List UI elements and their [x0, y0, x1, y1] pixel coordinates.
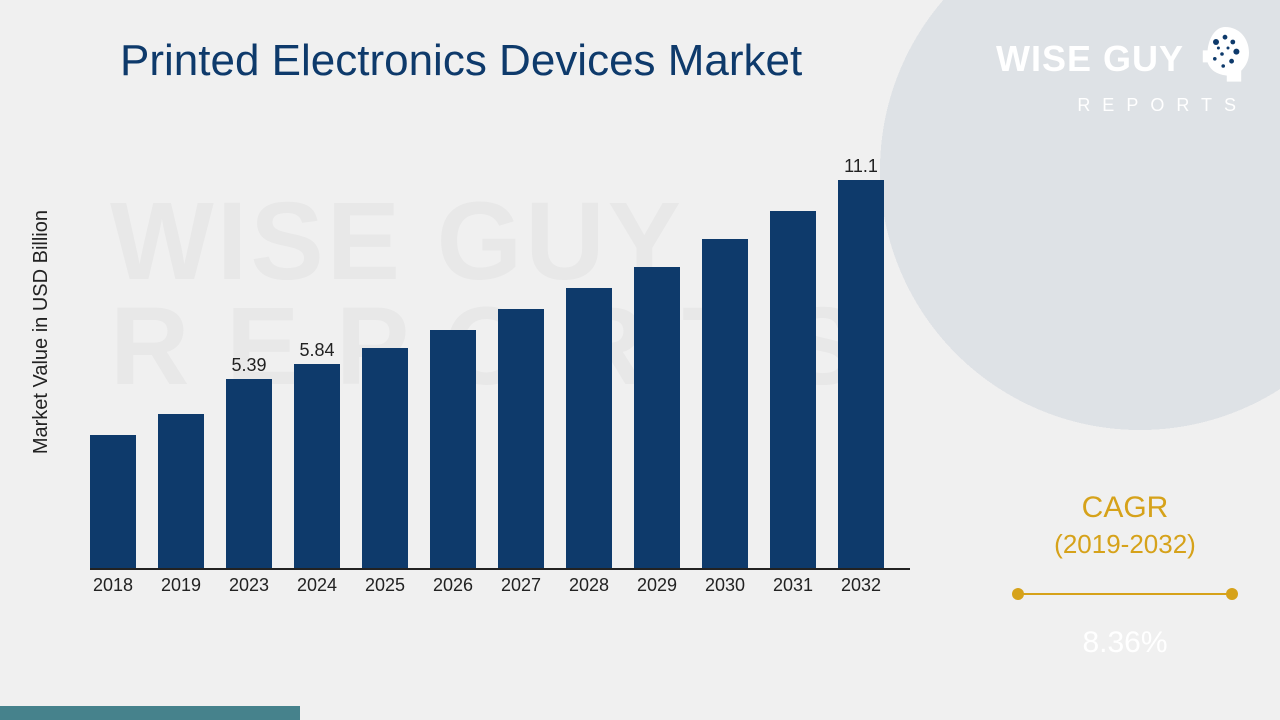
x-tick-2030: 2030 [702, 575, 748, 596]
chart-title: Printed Electronics Devices Market [120, 36, 802, 86]
bar [158, 414, 204, 568]
bar-2018 [90, 435, 136, 568]
x-tick-2024: 2024 [294, 575, 340, 596]
x-tick-2023: 2023 [226, 575, 272, 596]
bar [362, 348, 408, 569]
brand-text-1: WISE GUY [996, 38, 1184, 80]
bar [498, 309, 544, 568]
bar [770, 211, 816, 568]
canvas: WISE GUY R E P O R T S Printed Electroni… [0, 0, 1280, 720]
bar-value-label: 5.84 [294, 340, 340, 361]
x-tick-2026: 2026 [430, 575, 476, 596]
head-dots-icon [1192, 24, 1252, 93]
bar [566, 288, 612, 568]
x-tick-2018: 2018 [90, 575, 136, 596]
bar-value-label: 5.39 [226, 355, 272, 376]
bar [294, 364, 340, 568]
brand-row1: WISE GUY [996, 24, 1252, 93]
bar [838, 180, 884, 569]
x-tick-2028: 2028 [566, 575, 612, 596]
bar-2028 [566, 288, 612, 568]
cagr-label: CAGR [1000, 491, 1250, 525]
x-tick-2031: 2031 [770, 575, 816, 596]
x-tick-2019: 2019 [158, 575, 204, 596]
x-tick-2025: 2025 [362, 575, 408, 596]
bar-2029 [634, 267, 680, 568]
x-tick-2027: 2027 [498, 575, 544, 596]
dot-icon [1012, 588, 1024, 600]
cagr-value: 8.36% [1000, 626, 1250, 660]
bar [702, 239, 748, 568]
cagr-block: CAGR (2019-2032) 8.36% [1000, 491, 1250, 660]
bar-2026 [430, 330, 476, 568]
bar-2032: 11.1 [838, 180, 884, 569]
bar-chart: 5.39 5.84 11.1 [90, 150, 910, 570]
bar-2024: 5.84 [294, 364, 340, 568]
bar-2025 [362, 348, 408, 569]
bar-2030 [702, 239, 748, 568]
dot-icon [1226, 588, 1238, 600]
bar [226, 379, 272, 568]
x-tick-2029: 2029 [634, 575, 680, 596]
brand-text-2: REPORTS [996, 95, 1252, 116]
brand-logo: WISE GUY REPORTS [996, 24, 1252, 116]
bar-2019 [158, 414, 204, 568]
x-tick-2032: 2032 [838, 575, 884, 596]
bar-2023: 5.39 [226, 379, 272, 568]
bar-value-label: 11.1 [838, 156, 884, 177]
bar [430, 330, 476, 568]
bottom-accent-bar [0, 706, 300, 720]
cagr-period: (2019-2032) [1000, 529, 1250, 560]
cagr-divider [1018, 582, 1232, 606]
bar-2031 [770, 211, 816, 568]
bar-2027 [498, 309, 544, 568]
bar [90, 435, 136, 568]
bar [634, 267, 680, 568]
